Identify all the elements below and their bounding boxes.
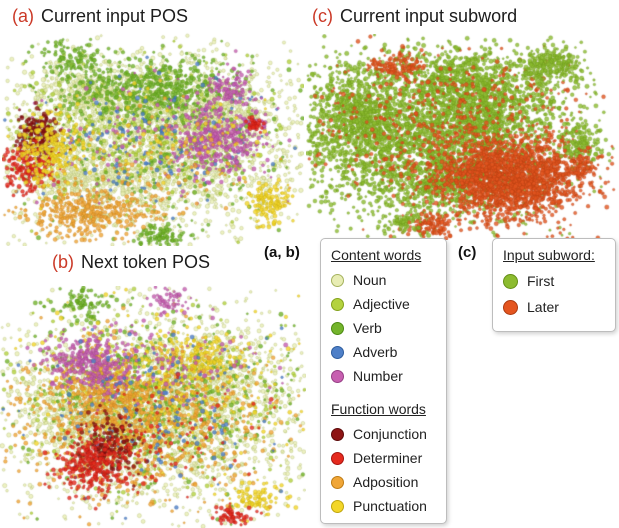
verb-swatch-icon xyxy=(331,321,344,335)
panel-a-title: (a) Current input POS xyxy=(12,6,188,27)
adverb-label: Adverb xyxy=(353,344,398,360)
conjunction-swatch-icon xyxy=(331,427,344,441)
panel-b-title-text: Next token POS xyxy=(81,252,211,272)
adjective-swatch-icon xyxy=(331,297,344,311)
later-label: Later xyxy=(527,299,559,315)
legend-ab-box: Content words Noun Adjective Verb Adverb… xyxy=(320,238,447,524)
legend-item-adjective: Adjective xyxy=(331,292,436,316)
legend-group-spacer xyxy=(331,388,436,401)
adposition-swatch-icon xyxy=(331,475,344,489)
panel-a-title-text: Current input POS xyxy=(41,6,189,26)
panel-c-title: (c) Current input subword xyxy=(312,6,517,27)
punctuation-swatch-icon xyxy=(331,499,344,513)
legend-item-verb: Verb xyxy=(331,316,436,340)
legend-c-box: Input subword: First Later xyxy=(492,238,616,332)
legend-item-first: First xyxy=(503,268,605,294)
panel-c-tag: (c) xyxy=(312,6,333,26)
legend-item-adverb: Adverb xyxy=(331,340,436,364)
verb-label: Verb xyxy=(353,320,382,336)
legend-item-later: Later xyxy=(503,294,605,320)
determiner-swatch-icon xyxy=(331,451,344,465)
later-subword-swatch-icon xyxy=(503,299,518,315)
conjunction-label: Conjunction xyxy=(353,426,427,442)
adjective-label: Adjective xyxy=(353,296,410,312)
punctuation-label: Punctuation xyxy=(353,498,427,514)
number-swatch-icon xyxy=(331,369,344,383)
legend-content-words-title: Content words xyxy=(331,247,422,263)
legend-function-words-title: Function words xyxy=(331,401,426,417)
adposition-label: Adposition xyxy=(353,474,419,490)
legend-c-tag: (c) xyxy=(458,244,477,261)
panel-b-tag: (b) xyxy=(52,252,74,272)
noun-swatch-icon xyxy=(331,273,344,287)
noun-label: Noun xyxy=(353,272,387,288)
legend-item-conjunction: Conjunction xyxy=(331,422,436,446)
legend-item-adposition: Adposition xyxy=(331,470,436,494)
panel-b-title: (b) Next token POS xyxy=(52,252,210,273)
panel-a-tag: (a) xyxy=(12,6,34,26)
first-subword-swatch-icon xyxy=(503,273,518,289)
legend-ab-tag: (a, b) xyxy=(264,244,300,261)
number-label: Number xyxy=(353,368,403,384)
panel-c-title-text: Current input subword xyxy=(340,6,518,26)
legend-item-number: Number xyxy=(331,364,436,388)
legend-item-determiner: Determiner xyxy=(331,446,436,470)
scatter-plot-current-input-pos xyxy=(2,32,304,246)
legend-item-noun: Noun xyxy=(331,268,436,292)
legend-input-subword-title: Input subword: xyxy=(503,247,595,263)
first-label: First xyxy=(527,273,555,289)
scatter-plot-current-input-subword xyxy=(306,34,616,240)
legend-item-punctuation: Punctuation xyxy=(331,494,436,518)
scatter-plot-next-token-pos xyxy=(0,286,306,528)
adverb-swatch-icon xyxy=(331,345,344,359)
determiner-label: Determiner xyxy=(353,450,423,466)
